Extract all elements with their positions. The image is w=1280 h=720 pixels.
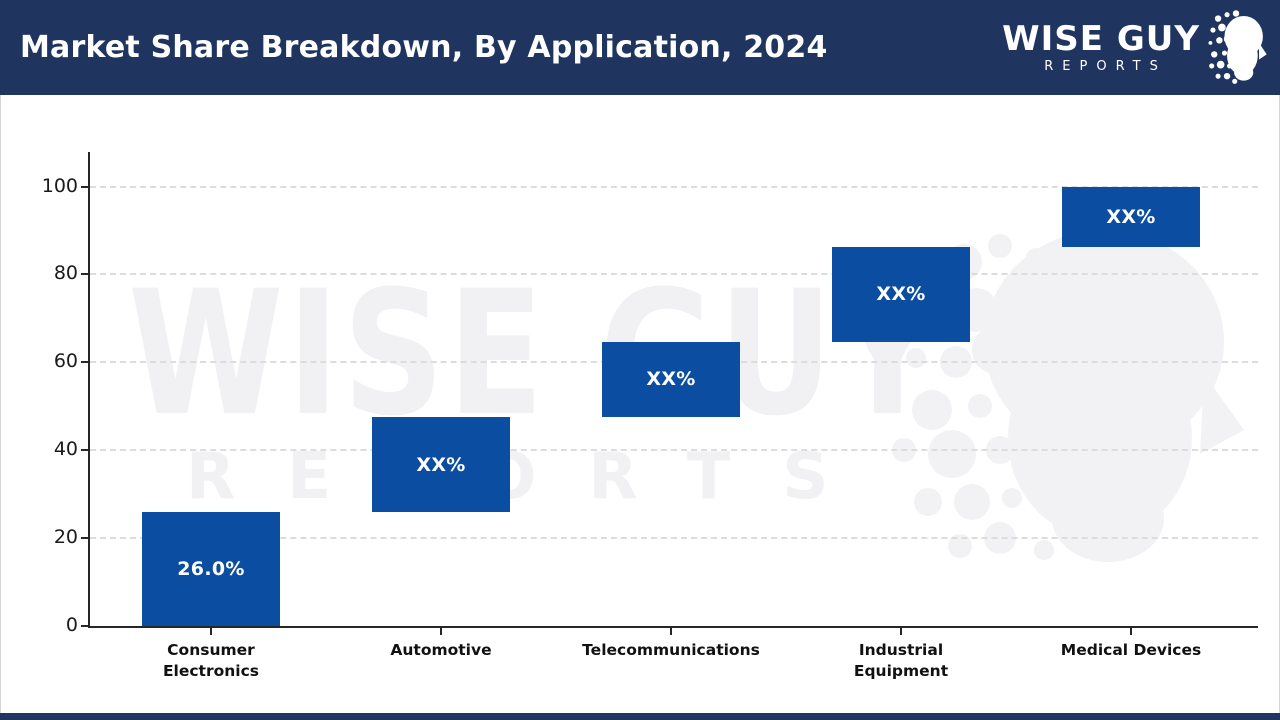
logo-subtitle: REPORTS [1044, 59, 1167, 74]
x-axis-tick [670, 628, 672, 635]
chart-title: Market Share Breakdown, By Application, … [20, 30, 828, 65]
bar-3: XX% [602, 341, 740, 418]
bar-4: XX% [832, 246, 970, 342]
y-axis-tick [81, 361, 89, 364]
x-axis-tick [900, 628, 902, 635]
y-tick-label: 40 [53, 438, 78, 461]
logo-head-icon [1208, 9, 1267, 84]
x-axis [88, 626, 1258, 628]
x-category-label: Telecommunications [582, 641, 760, 659]
y-axis-tick [81, 185, 89, 188]
gridline [90, 185, 1258, 188]
x-category-label: Consumer Electronics [162, 641, 260, 680]
x-category-label: Industrial Equipment [853, 641, 949, 680]
y-tick-label: 20 [53, 526, 78, 549]
x-axis-tick [1130, 628, 1132, 635]
y-axis-tick [81, 273, 89, 276]
brand-logo: WISE GUY REPORTS [1002, 9, 1280, 87]
x-category-label: Medical Devices [1060, 641, 1202, 659]
header: Market Share Breakdown, By Application, … [0, 0, 1280, 95]
y-axis [88, 152, 90, 628]
bar-1: 26.0% [142, 511, 280, 626]
logo-text: WISE GUY REPORTS [1002, 21, 1200, 74]
bar-value-label: XX% [1106, 205, 1156, 228]
gridline [90, 449, 1258, 452]
y-axis-tick [81, 537, 89, 540]
y-tick-label: 0 [65, 614, 78, 636]
logo-wordmark: WISE GUY [1002, 19, 1200, 59]
bar-value-label: XX% [646, 368, 696, 391]
bar-5: XX% [1062, 186, 1200, 247]
y-tick-label: 100 [41, 174, 78, 197]
x-axis-tick [440, 628, 442, 635]
bar-value-label: XX% [876, 283, 926, 306]
bar-2: XX% [372, 417, 510, 512]
x-category-label: Automotive [390, 641, 492, 659]
y-axis-tick [81, 625, 89, 627]
y-axis-tick [81, 449, 89, 452]
y-tick-label: 60 [53, 350, 78, 373]
footer-strip [0, 713, 1280, 720]
gridline [90, 537, 1258, 540]
bar-value-label: XX% [416, 453, 466, 476]
left-border [0, 95, 1, 720]
x-axis-tick [210, 628, 212, 635]
bar-value-label: 26.0% [177, 557, 245, 580]
y-tick-label: 80 [53, 262, 78, 285]
gridline [90, 273, 1258, 276]
